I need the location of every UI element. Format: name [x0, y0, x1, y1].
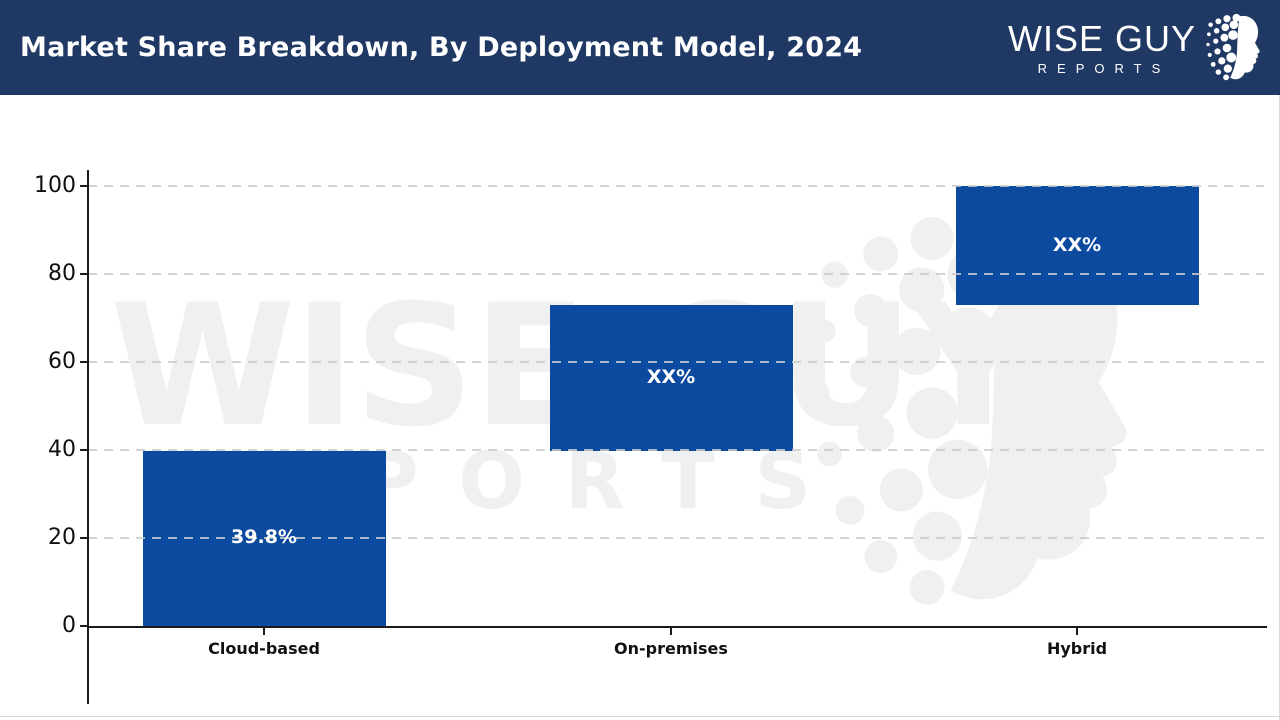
gridline-100: [88, 185, 1264, 187]
x-label-on-premises: On-premises: [614, 639, 728, 658]
bar-chart: WISE GUY REPORTS 0 20 40 60 80 100 39.8% XX% XX%…: [0, 95, 1280, 720]
y-tick-0: [80, 625, 88, 627]
gridline-80: [88, 273, 1264, 275]
logo-subtext: REPORTS: [1037, 61, 1171, 76]
gridline-20: [88, 537, 1264, 539]
x-tick-cloud-based: [263, 628, 265, 635]
y-tick-label-60: 60: [48, 349, 76, 374]
logo-wordmark: WISE GUY: [1007, 18, 1196, 59]
y-tick-label-100: 100: [34, 173, 76, 198]
y-tick-label-80: 80: [48, 261, 76, 286]
chart-title: Market Share Breakdown, By Deployment Mo…: [20, 32, 863, 63]
y-tick-label-0: 0: [62, 613, 76, 638]
x-label-cloud-based: Cloud-based: [208, 639, 320, 658]
logo-text: WISE GUY REPORTS: [1008, 18, 1196, 76]
gridline-60: [88, 361, 1264, 363]
bar-on-premises: [549, 305, 793, 451]
y-axis-line: [87, 170, 89, 704]
bar-hybrid: [955, 186, 1199, 306]
bottom-border: [0, 716, 1280, 717]
header: Market Share Breakdown, By Deployment Mo…: [0, 0, 1280, 95]
x-axis-line: [87, 626, 1267, 628]
y-tick-60: [80, 361, 88, 363]
x-tick-hybrid: [1076, 628, 1078, 635]
y-tick-label-20: 20: [48, 525, 76, 550]
y-tick-label-40: 40: [48, 437, 76, 462]
y-tick-40: [80, 449, 88, 451]
y-tick-100: [80, 185, 88, 187]
gridline-40: [88, 449, 1264, 451]
bar-label-on-premises: XX%: [646, 366, 696, 389]
y-tick-20: [80, 537, 88, 539]
wiseguy-logo: WISE GUY REPORTS: [1008, 4, 1266, 91]
x-label-hybrid: Hybrid: [1046, 639, 1108, 658]
bar-label-cloud-based: 39.8%: [231, 526, 297, 549]
bar-label-hybrid: XX%: [1052, 233, 1102, 256]
y-tick-80: [80, 273, 88, 275]
x-tick-on-premises: [670, 628, 672, 635]
logo-face-icon: [1206, 13, 1260, 81]
